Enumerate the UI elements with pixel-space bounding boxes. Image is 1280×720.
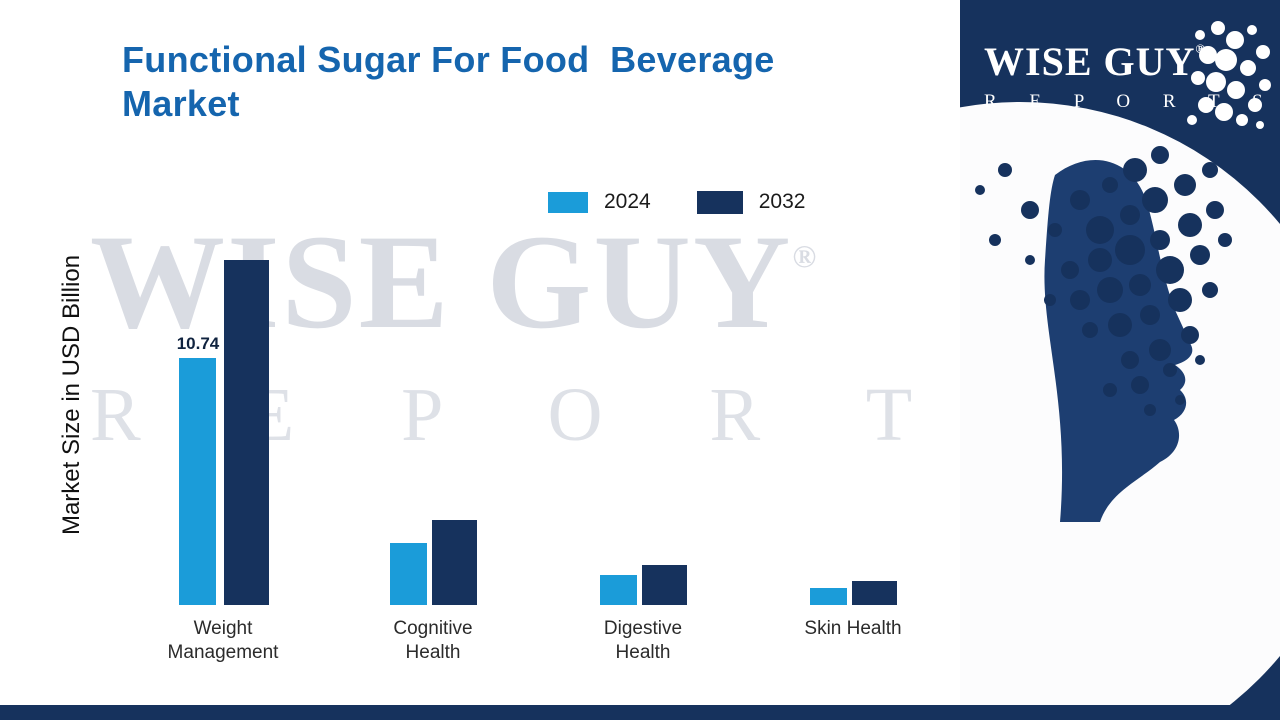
plot-area: 10.74 Weight Management Cognitive Health Di… xyxy=(118,255,958,665)
watermark-wordmark: WISE GUY xyxy=(90,208,793,357)
brand-logo: WISE GUY® R E P O R T S xyxy=(984,38,1277,113)
bar-2024-weight-management xyxy=(179,358,217,605)
bar-group-digestive-health: Digestive Health xyxy=(538,255,748,665)
y-axis-label: Market Size in USD Billion xyxy=(58,254,85,536)
bar-2032-cognitive-health xyxy=(431,520,477,605)
bar-value-label: 10.74 xyxy=(176,334,220,353)
category-label: Cognitive Health xyxy=(393,618,473,663)
bar-group-skin-health: Skin Health xyxy=(748,255,958,665)
bar-2024-skin-health xyxy=(809,588,847,605)
category-label: Skin Health xyxy=(804,618,902,639)
legend-swatch-2032 xyxy=(696,190,743,214)
legend-label-2024: 2024 xyxy=(604,190,651,213)
bar-group-cognitive-health: Cognitive Health xyxy=(328,255,538,665)
bar-2032-weight-management xyxy=(224,260,270,605)
brand-panel: WISE GUY® R E P O R T S xyxy=(960,0,1280,705)
legend-label-2032: 2032 xyxy=(758,190,806,213)
category-label: Digestive Health xyxy=(603,618,683,663)
bar-2032-skin-health xyxy=(851,581,897,605)
category-label: Weight Management xyxy=(167,618,279,663)
legend-swatch-2024 xyxy=(548,191,588,213)
registered-mark-icon: ® xyxy=(792,238,819,274)
chart-legend: 2024 2032 xyxy=(548,190,805,214)
footer-bar xyxy=(0,705,1280,720)
registered-mark-icon: ® xyxy=(1195,41,1207,56)
page-title: Functional Sugar For Food Beverage Marke… xyxy=(122,39,775,124)
face-silhouette xyxy=(1044,159,1193,523)
legend-item-2024: 2024 xyxy=(548,190,651,214)
brand-name: WISE GUY xyxy=(984,39,1196,84)
bar-2032-digestive-health xyxy=(641,565,687,605)
brand-head-graphic xyxy=(960,0,1280,705)
watermark-line1: WISE GUY® xyxy=(90,215,1104,350)
bar-2024-cognitive-health xyxy=(389,543,427,605)
brand-wordmark: WISE GUY® xyxy=(984,38,1277,85)
brand-subtitle: R E P O R T S xyxy=(984,91,1277,112)
bar-group-weight-management: 10.74 Weight Management xyxy=(118,255,328,665)
bar-2024-digestive-health xyxy=(599,575,637,605)
legend-item-2032: 2032 xyxy=(696,190,806,214)
